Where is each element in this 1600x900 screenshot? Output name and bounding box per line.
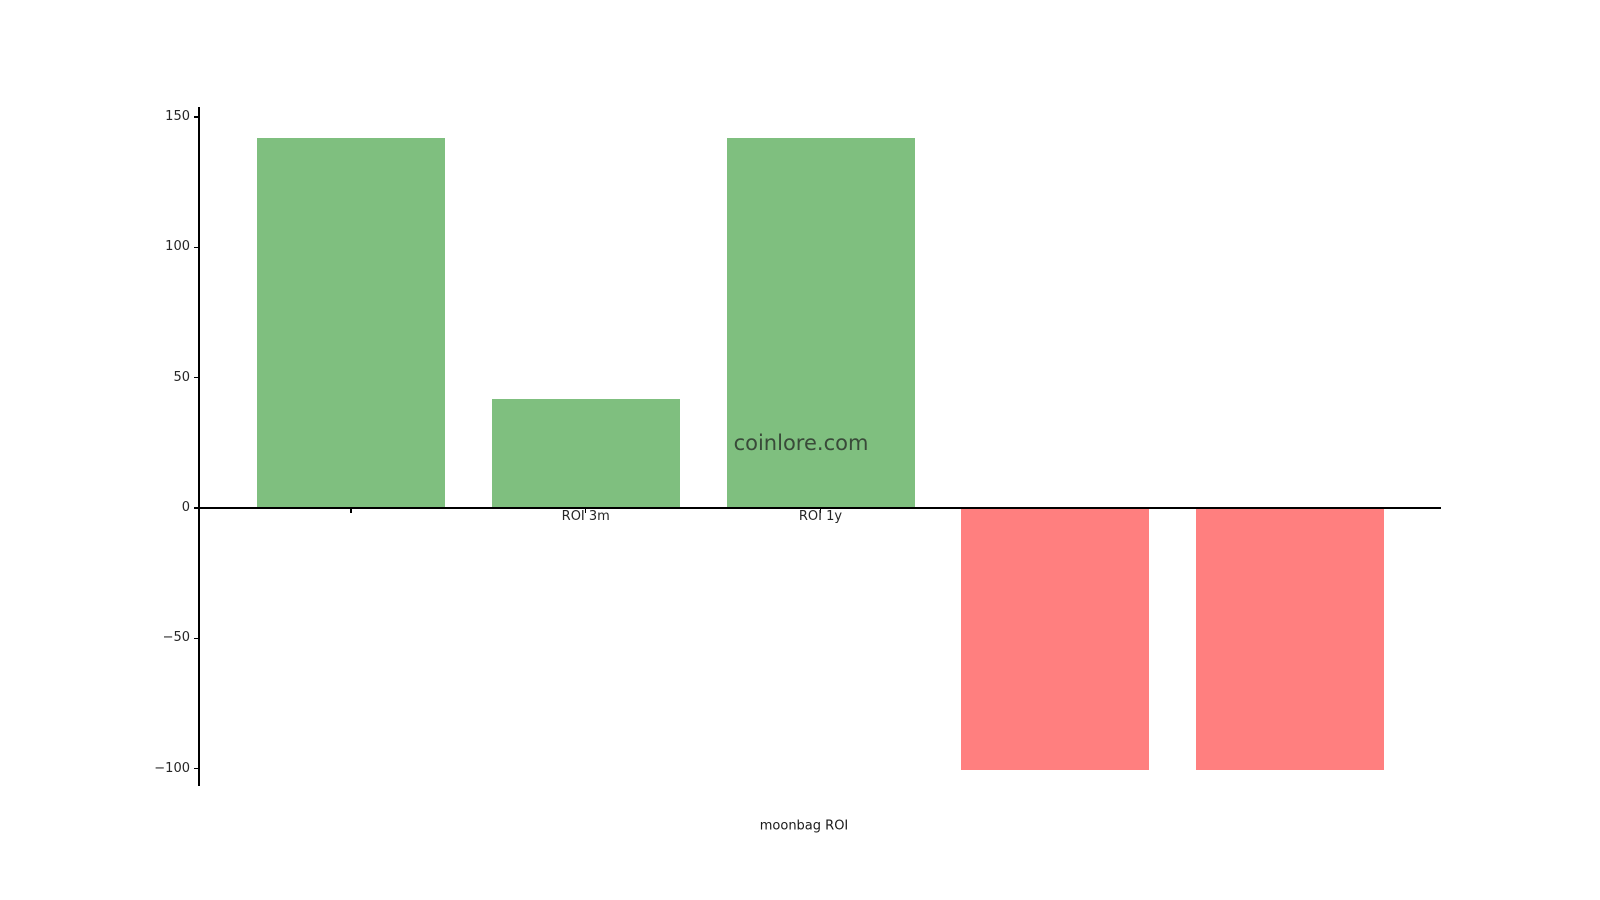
x-tick-mark <box>585 508 587 513</box>
y-tick-mark <box>194 767 199 770</box>
x-tick-mark <box>819 508 822 513</box>
watermark-text: coinlore.com <box>733 431 869 455</box>
y-tick-label: −50 <box>162 630 190 646</box>
y-tick-label: 150 <box>165 109 190 125</box>
y-tick-label: 100 <box>165 239 190 255</box>
x-axis-zero-line <box>199 507 1441 509</box>
y-tick-label: 0 <box>181 500 190 515</box>
bar-positive <box>257 137 445 508</box>
x-tick-label: ROI 1y <box>798 509 843 524</box>
y-tick-mark <box>194 637 199 639</box>
y-tick-label: 50 <box>173 369 190 385</box>
bar-positive <box>726 137 915 508</box>
y-tick-mark <box>194 377 199 379</box>
y-tick-label: −100 <box>154 760 190 776</box>
y-axis-line <box>198 107 200 786</box>
x-tick-label: ROI 3m <box>561 509 610 524</box>
bar-negative <box>961 509 1150 770</box>
x-tick-mark <box>350 508 352 513</box>
bar-negative <box>1196 509 1384 770</box>
y-tick-mark <box>194 507 199 509</box>
x-axis-title: moonbag ROI <box>759 818 849 834</box>
y-tick-mark <box>194 246 199 249</box>
y-tick-mark <box>194 116 199 118</box>
bar-positive <box>491 398 680 508</box>
